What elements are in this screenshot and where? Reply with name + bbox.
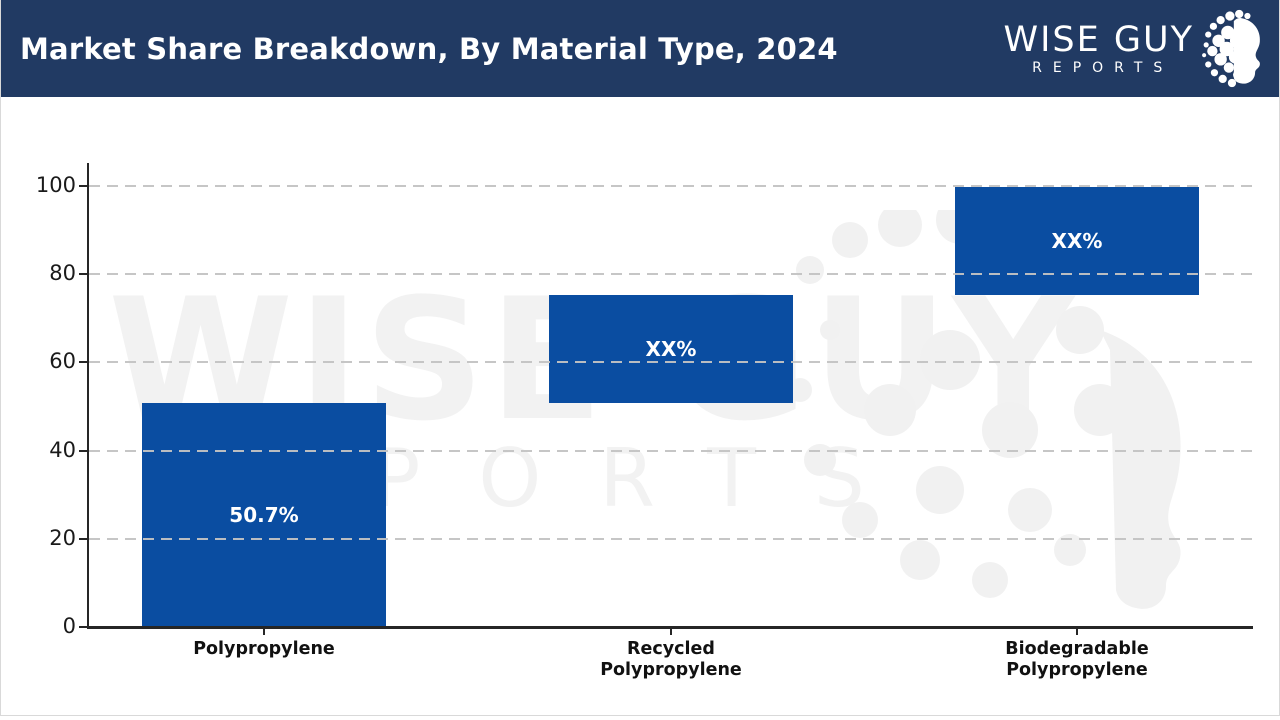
gridline-80 xyxy=(89,273,1258,276)
y-tick-label: 20 xyxy=(49,525,76,550)
x-tick-mark xyxy=(670,628,672,635)
bar-segment: XX% xyxy=(955,186,1199,295)
x-category-label: Polypropylene xyxy=(104,639,424,660)
y-tick-label: 0 xyxy=(62,614,76,638)
bar-segment: XX% xyxy=(549,294,793,404)
gridline-60 xyxy=(89,361,1258,364)
gridline-100 xyxy=(89,185,1258,187)
bar-value-label: XX% xyxy=(645,337,697,362)
x-category-label-line: Biodegradable xyxy=(1005,639,1149,659)
y-tick-mark xyxy=(79,626,88,628)
chart-title: Market Share Breakdown, By Material Type… xyxy=(20,31,838,66)
y-tick-mark xyxy=(79,537,88,540)
bar-value-label: XX% xyxy=(1051,228,1103,253)
logo-subtitle: REPORTS xyxy=(1032,59,1174,76)
x-tick-mark xyxy=(1076,628,1078,635)
y-tick-mark xyxy=(79,449,88,452)
y-axis-line xyxy=(87,163,89,628)
x-axis-line xyxy=(87,626,1253,629)
logo-text: WISE GUY REPORTS xyxy=(1003,22,1194,76)
y-tick-label: 40 xyxy=(49,437,76,462)
x-category-label-line: Polypropylene xyxy=(600,660,742,680)
y-tick-mark xyxy=(79,361,88,364)
x-tick-mark xyxy=(263,628,265,635)
y-tick-mark xyxy=(79,273,88,276)
y-tick-label: 100 xyxy=(35,173,76,197)
y-tick-label: 80 xyxy=(49,261,76,286)
wise-guy-reports-logo: WISE GUY REPORTS xyxy=(1003,9,1266,89)
bar-segment: 50.7% xyxy=(142,403,386,627)
header-bar: Market Share Breakdown, By Material Type… xyxy=(0,0,1280,97)
gridline-20 xyxy=(89,537,1258,540)
gridline-40 xyxy=(89,449,1258,452)
dotted-face-icon xyxy=(1202,9,1260,87)
x-category-label-line: Polypropylene xyxy=(1006,660,1148,680)
x-category-label-line: Recycled xyxy=(627,639,715,659)
x-category-label-line: Polypropylene xyxy=(193,639,335,659)
bar-value-label: 50.7% xyxy=(229,503,299,528)
x-category-label: Recycled Polypropylene xyxy=(511,639,831,681)
x-category-label: Biodegradable Polypropylene xyxy=(917,639,1237,681)
y-tick-mark xyxy=(79,185,88,187)
y-tick-label: 60 xyxy=(49,349,76,374)
logo-wordmark: WISE GUY xyxy=(1003,19,1194,60)
